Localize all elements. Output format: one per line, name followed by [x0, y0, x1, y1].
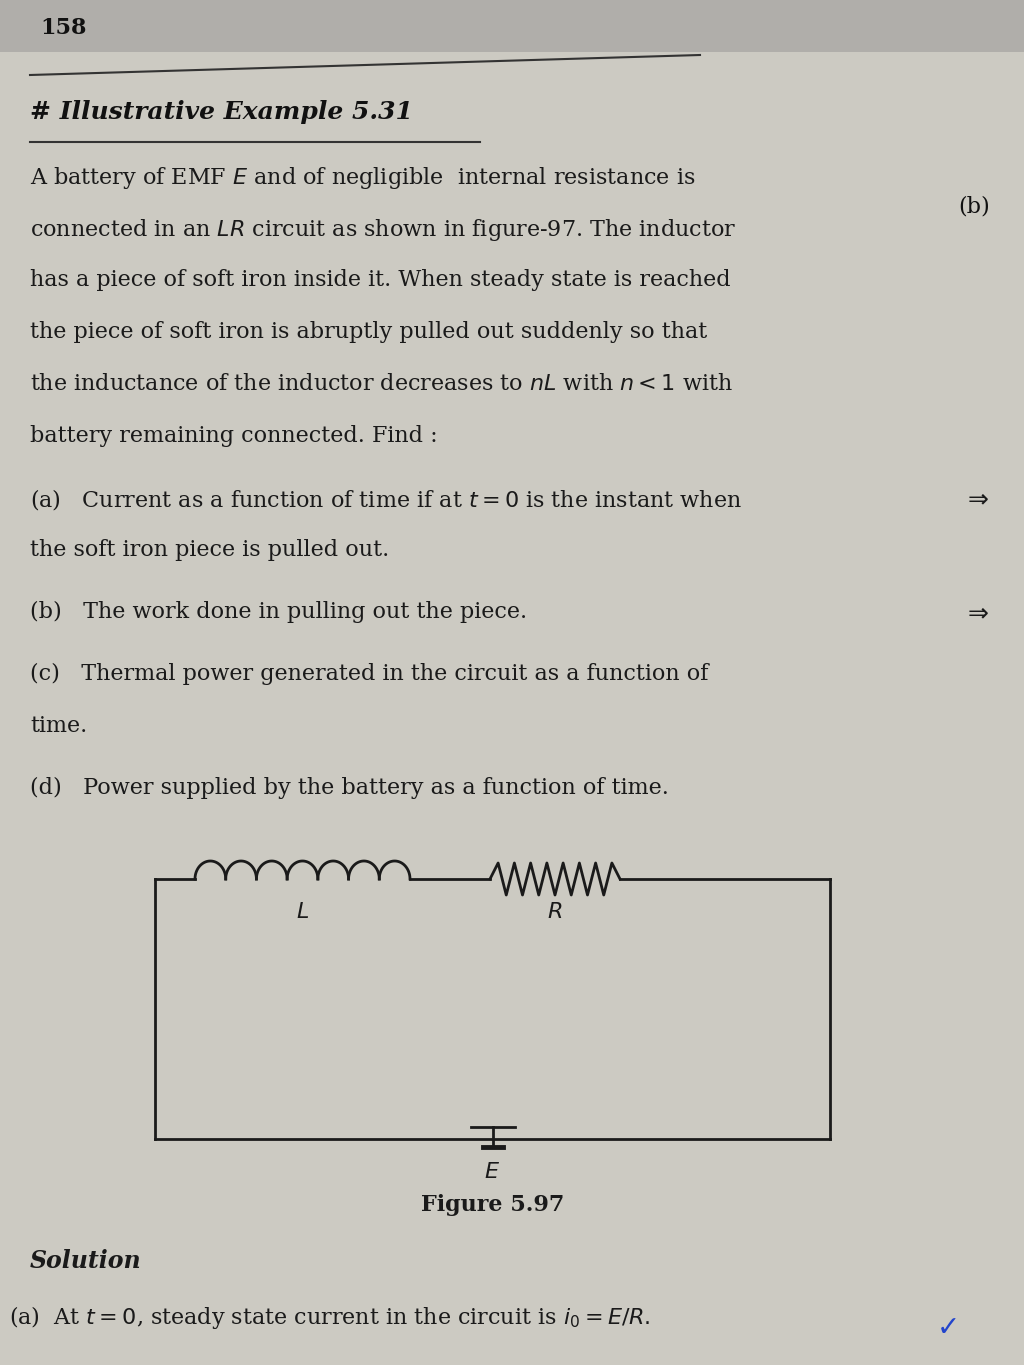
Text: # Illustrative Example 5.31: # Illustrative Example 5.31 [30, 100, 413, 124]
Text: has a piece of soft iron inside it. When steady state is reached: has a piece of soft iron inside it. When… [30, 269, 731, 291]
Text: (d)   Power supplied by the battery as a function of time.: (d) Power supplied by the battery as a f… [30, 777, 669, 799]
Text: Solution: Solution [30, 1249, 141, 1274]
Text: 158: 158 [40, 16, 86, 40]
Text: time.: time. [30, 715, 87, 737]
Text: battery remaining connected. Find :: battery remaining connected. Find : [30, 425, 437, 446]
Text: $L$: $L$ [296, 901, 309, 923]
Text: ✓: ✓ [937, 1314, 961, 1342]
Text: $\Rightarrow$: $\Rightarrow$ [964, 601, 990, 624]
Text: Figure 5.97: Figure 5.97 [421, 1194, 564, 1216]
Text: the piece of soft iron is abruptly pulled out suddenly so that: the piece of soft iron is abruptly pulle… [30, 321, 708, 343]
Text: A battery of EMF $E$ and of negligible  internal resistance is: A battery of EMF $E$ and of negligible i… [30, 165, 695, 191]
Text: $E$: $E$ [484, 1162, 501, 1183]
Text: $R$: $R$ [547, 901, 562, 923]
Text: (b): (b) [958, 195, 990, 217]
Text: connected in an $LR$ circuit as shown in figure-97. The inductor: connected in an $LR$ circuit as shown in… [30, 217, 736, 243]
Text: the inductance of the inductor decreases to $nL$ with $n < 1$ with: the inductance of the inductor decreases… [30, 373, 733, 394]
Text: $\Rightarrow$: $\Rightarrow$ [964, 487, 990, 511]
Text: the soft iron piece is pulled out.: the soft iron piece is pulled out. [30, 539, 389, 561]
Text: (a)  At $t = 0$, steady state current in the circuit is $i_0 = E/R.$: (a) At $t = 0$, steady state current in … [9, 1304, 650, 1331]
Text: (b)   The work done in pulling out the piece.: (b) The work done in pulling out the pie… [30, 601, 527, 622]
FancyBboxPatch shape [0, 0, 1024, 52]
Text: (a)   Current as a function of time if at $t = 0$ is the instant when: (a) Current as a function of time if at … [30, 487, 742, 512]
Text: (c)   Thermal power generated in the circuit as a function of: (c) Thermal power generated in the circu… [30, 663, 709, 685]
